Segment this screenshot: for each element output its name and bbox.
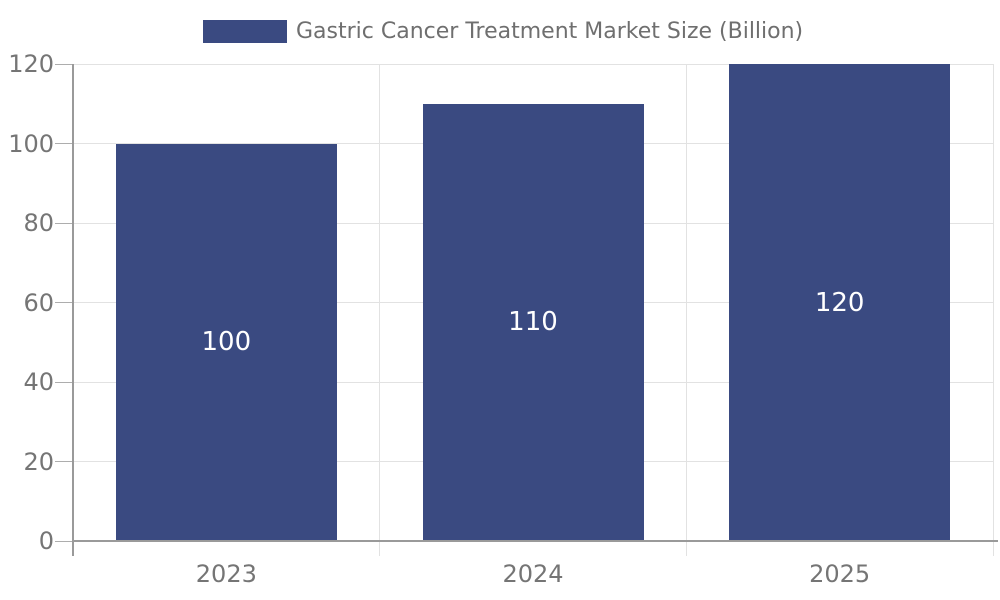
- bar-value-label: 110: [508, 307, 558, 338]
- bar-2024: [422, 103, 644, 541]
- y-tick: [55, 302, 73, 303]
- bar-2025: [729, 64, 951, 541]
- x-tick-label-2024: 2024: [502, 560, 564, 588]
- y-tick: [55, 63, 73, 65]
- legend-label: Gastric Cancer Treatment Market Size (Bi…: [296, 19, 804, 44]
- x-gridline: [379, 64, 381, 556]
- y-tick-label: 20: [23, 447, 54, 476]
- y-axis-line: [72, 64, 74, 556]
- bar-value-label: 120: [814, 287, 865, 318]
- y-tick-label: 0: [38, 527, 54, 555]
- y-tick: [55, 461, 73, 462]
- legend-swatch: [203, 20, 287, 43]
- y-tick: [55, 143, 73, 144]
- x-tick-label-2025: 2025: [809, 560, 871, 588]
- bar-2023: [115, 143, 337, 541]
- x-gridline: [992, 64, 994, 556]
- y-tick: [55, 540, 73, 542]
- bar-value-label: 100: [201, 327, 252, 358]
- y-tick: [55, 222, 73, 224]
- x-axis-line: [72, 540, 998, 542]
- x-tick-label-2023: 2023: [195, 560, 257, 588]
- y-tick-label: 80: [23, 209, 54, 237]
- y-tick-label: 120: [8, 50, 54, 78]
- x-gridline: [685, 64, 687, 556]
- y-tick-label: 100: [8, 129, 54, 158]
- chart-legend: Gastric Cancer Treatment Market Size (Bi…: [203, 18, 803, 45]
- y-tick: [55, 381, 73, 383]
- y-tick-label: 60: [23, 288, 54, 317]
- y-gridline: [73, 63, 993, 65]
- y-tick-label: 40: [23, 368, 54, 396]
